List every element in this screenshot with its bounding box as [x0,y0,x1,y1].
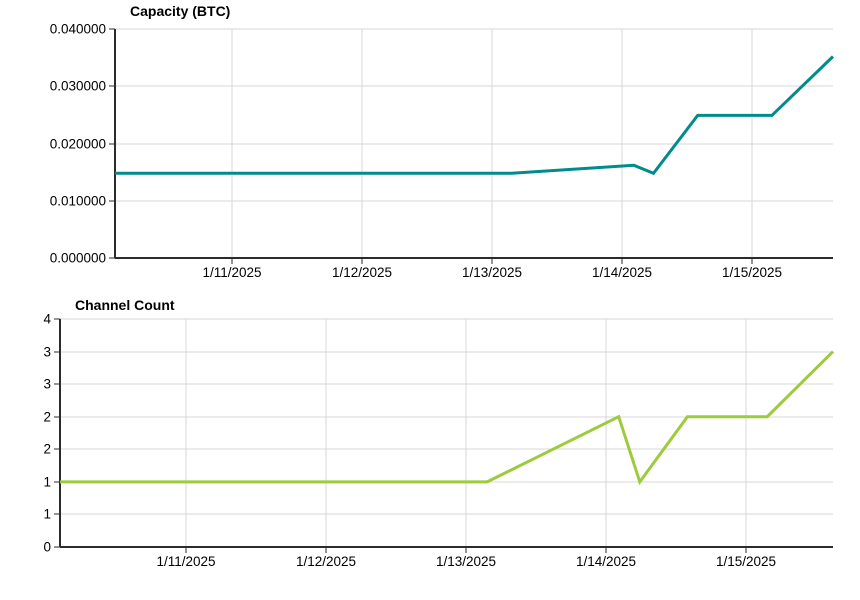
x-tick-label: 1/12/2025 [296,554,356,569]
y-tick-label: 0.000000 [50,251,106,266]
x-tick-label: 1/15/2025 [722,265,782,280]
y-tick-label: 0 [43,540,51,555]
y-tick-label: 0.040000 [50,22,106,37]
channel-count-line [60,350,835,486]
y-tick-label: 1 [43,507,51,522]
y-tick-label: 0.030000 [50,79,106,94]
y-tick-label: 4 [43,312,51,327]
x-tick-label: 1/14/2025 [592,265,652,280]
capacity-chart: 0.000000 0.010000 0.020000 0.030000 0.040000… [50,22,835,280]
x-tick-label: 1/13/2025 [436,554,496,569]
y-tick-label: 3 [43,377,51,392]
capacity-btc-line [115,55,835,176]
x-tick-label: 1/14/2025 [576,554,636,569]
capacity-chart-title: Capacity (BTC) [130,3,231,19]
y-tick-label: 1 [43,475,51,490]
y-tick-label: 0.020000 [50,137,106,152]
x-tick-label: 1/13/2025 [462,265,522,280]
x-tick-label: 1/12/2025 [332,265,392,280]
x-tick-label: 1/11/2025 [202,265,261,280]
y-tick-label: 0.010000 [50,194,106,209]
channel-count-chart: 0 1 1 2 2 3 3 4 1/11/2025 1/12/2025 1/13/2025 1/14/… [43,312,835,569]
channel-count-chart-title: Channel Count [75,297,175,313]
x-tick-label: 1/11/2025 [156,554,215,569]
y-tick-label: 2 [43,410,51,425]
x-tick-label: 1/15/2025 [716,554,776,569]
y-tick-label: 3 [43,345,51,360]
y-tick-label: 2 [43,442,51,457]
